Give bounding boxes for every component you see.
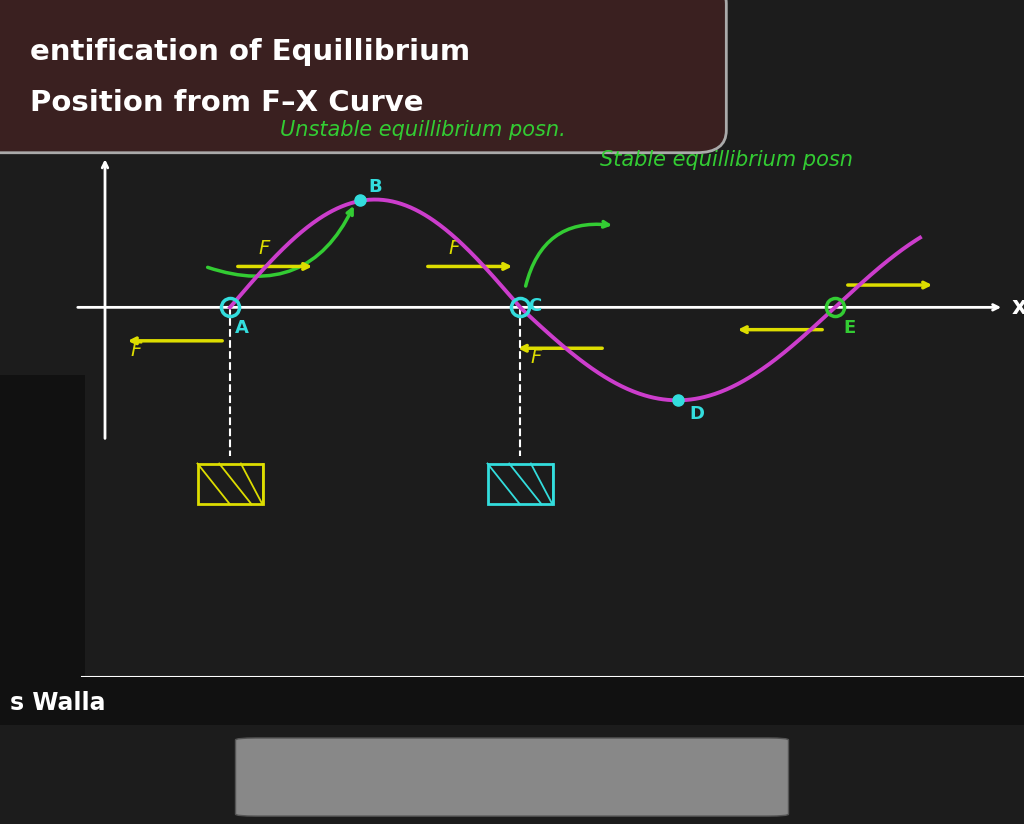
Text: entification of Equillibrium: entification of Equillibrium: [30, 38, 470, 66]
Text: x: x: [1012, 295, 1024, 320]
Text: s Walla: s Walla: [10, 691, 105, 715]
Text: Stable equillibrium posn: Stable equillibrium posn: [600, 150, 853, 170]
Bar: [487, 464, 553, 504]
Bar: [198, 464, 262, 504]
Text: F: F: [130, 340, 141, 360]
Text: Unstable equillibrium posn.: Unstable equillibrium posn.: [280, 120, 565, 140]
FancyBboxPatch shape: [236, 738, 788, 816]
FancyBboxPatch shape: [0, 0, 726, 152]
Text: C: C: [528, 297, 542, 315]
Text: f: f: [85, 133, 95, 157]
Bar: [0, 677, 1024, 725]
Text: D: D: [689, 405, 705, 423]
Text: E: E: [843, 320, 855, 337]
Text: B: B: [368, 178, 382, 196]
Text: F: F: [449, 239, 459, 258]
Text: F: F: [258, 239, 269, 258]
Bar: [0, 375, 85, 725]
Text: F: F: [530, 348, 542, 368]
Text: Position from F–X Curve: Position from F–X Curve: [30, 88, 424, 116]
Text: A: A: [234, 320, 249, 337]
